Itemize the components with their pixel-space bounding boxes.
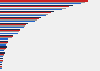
Bar: [0, 23, 28, 24]
Bar: [0, 24, 26, 25]
Bar: [0, 2, 85, 3]
Bar: [0, 31, 19, 32]
Bar: [0, 37, 12, 38]
Bar: [0, 29, 20, 30]
Bar: [0, 0, 88, 2]
Bar: [0, 49, 5, 50]
Bar: [0, 14, 48, 15]
Bar: [0, 67, 2, 68]
Bar: [0, 36, 13, 37]
Bar: [0, 48, 6, 49]
Bar: [0, 41, 8, 42]
Bar: [0, 68, 2, 69]
Bar: [0, 60, 3, 61]
Bar: [0, 58, 3, 59]
Bar: [0, 50, 4, 51]
Bar: [0, 33, 18, 34]
Bar: [0, 25, 25, 26]
Bar: [0, 18, 39, 19]
Bar: [0, 66, 2, 67]
Bar: [0, 44, 6, 46]
Bar: [0, 30, 20, 31]
Bar: [0, 11, 54, 12]
Bar: [0, 61, 3, 62]
Bar: [0, 64, 2, 65]
Bar: [0, 55, 4, 56]
Bar: [0, 52, 5, 54]
Bar: [0, 5, 73, 6]
Bar: [0, 38, 8, 40]
Bar: [0, 19, 37, 21]
Bar: [0, 17, 41, 18]
Bar: [0, 3, 81, 4]
Bar: [0, 43, 7, 44]
Bar: [0, 35, 13, 36]
Bar: [0, 27, 24, 28]
Bar: [0, 54, 4, 55]
Bar: [0, 47, 6, 48]
Bar: [0, 56, 3, 57]
Bar: [0, 62, 2, 63]
Bar: [0, 21, 35, 22]
Bar: [0, 12, 51, 13]
Bar: [0, 8, 66, 9]
Bar: [0, 15, 46, 16]
Bar: [0, 42, 8, 43]
Bar: [0, 9, 62, 10]
Bar: [0, 6, 69, 7]
